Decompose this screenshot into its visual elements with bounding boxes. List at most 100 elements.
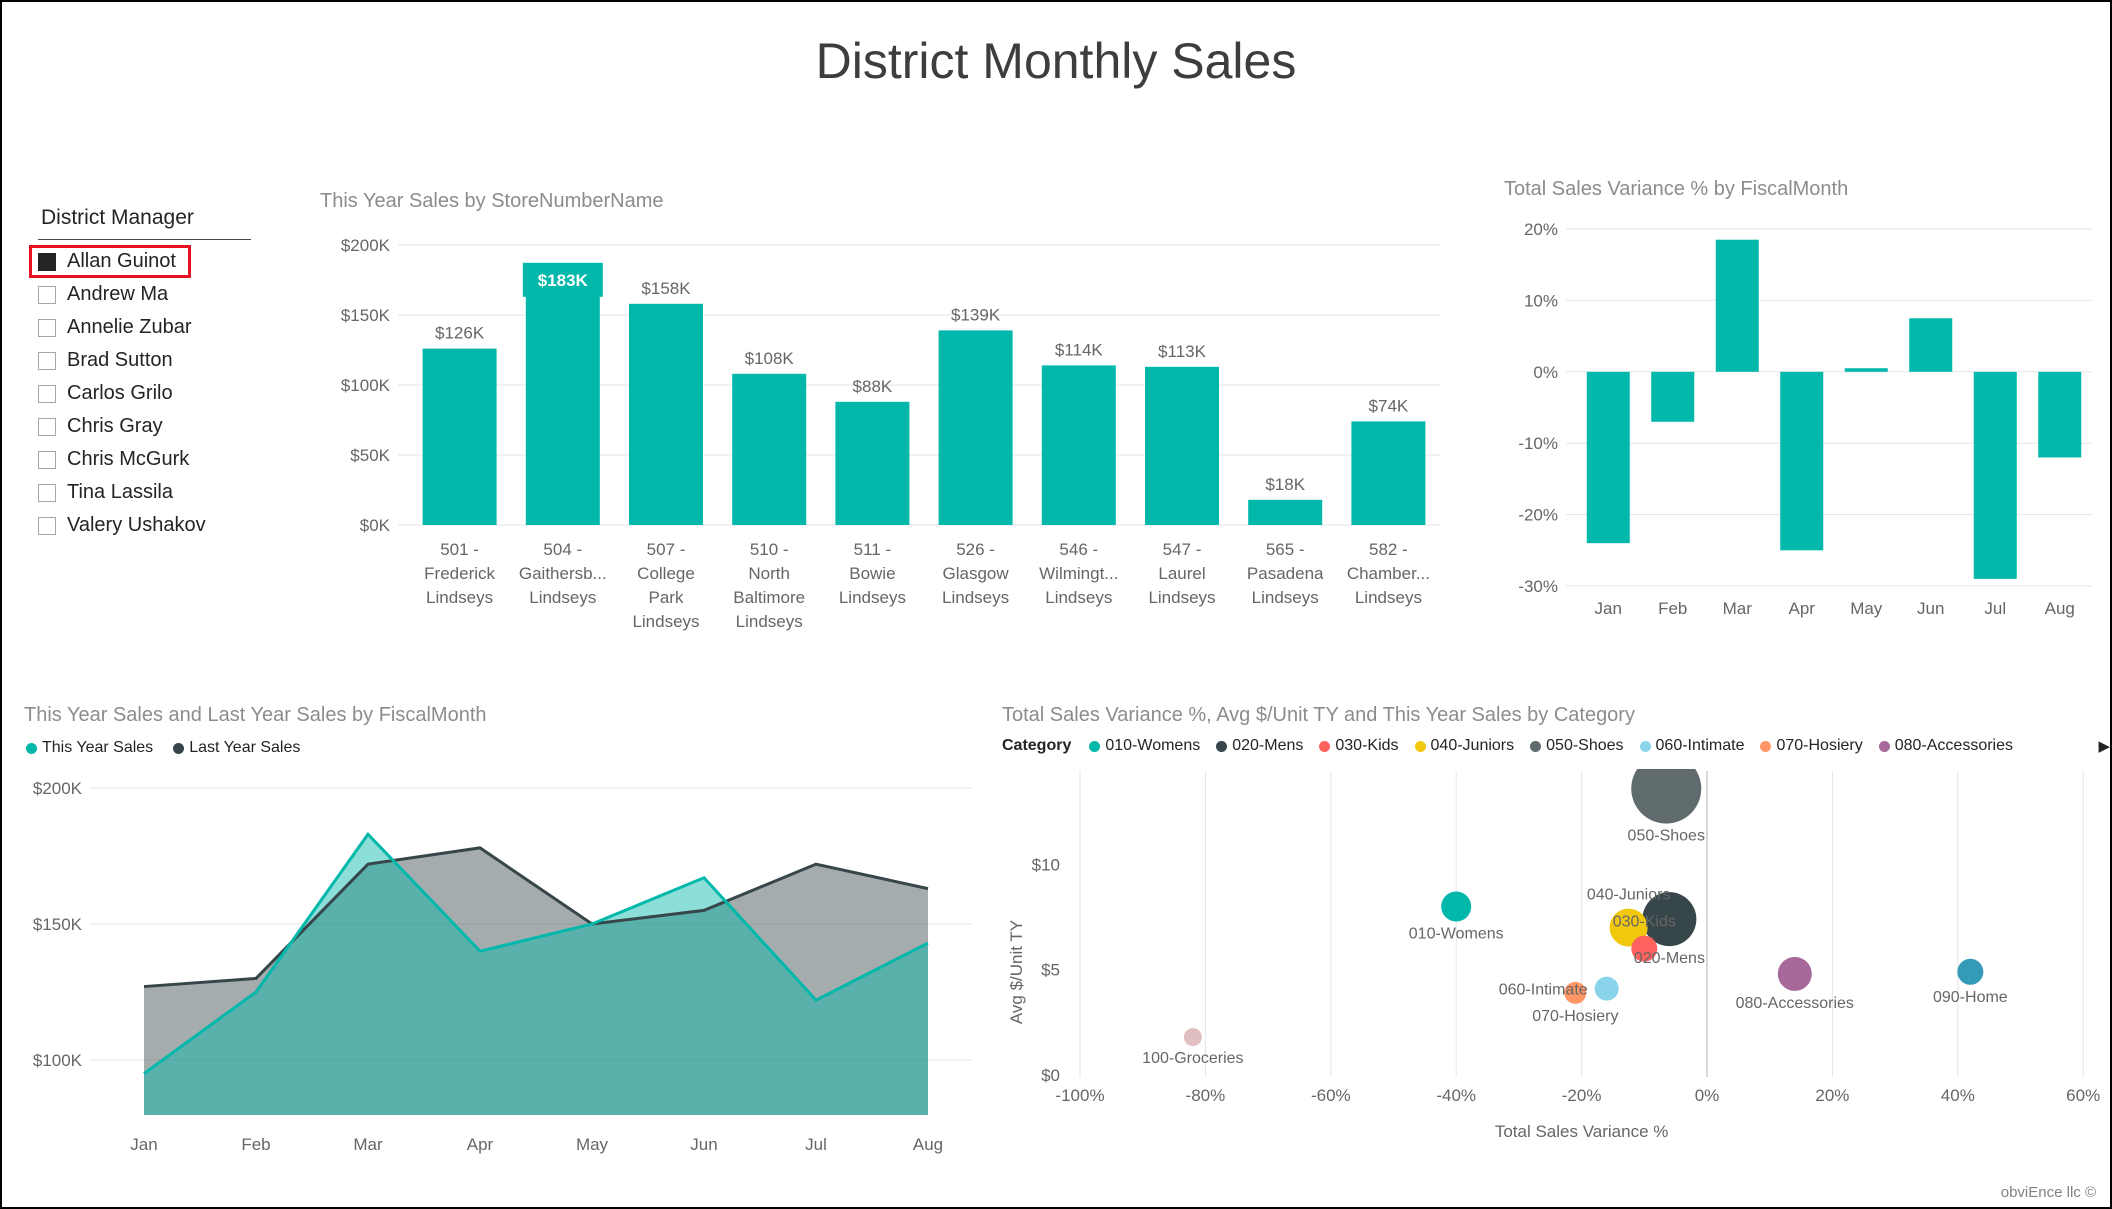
slicer-item-tina-lassila[interactable]: Tina Lassila xyxy=(29,476,188,509)
bar-store-507[interactable] xyxy=(629,303,703,525)
legend-item-060-intimate[interactable]: 060-Intimate xyxy=(1639,737,1744,755)
checkbox-checked[interactable] xyxy=(38,252,56,271)
area-legend: This Year Sales Last Year Sales xyxy=(24,739,990,757)
data-label: $183K xyxy=(538,271,589,290)
slicer-item-annelie-zubar[interactable]: Annelie Zubar xyxy=(29,311,207,344)
slicer-item-andrew-ma[interactable]: Andrew Ma xyxy=(29,278,183,311)
variance-svg: 20% 10% 0% -10% -20% -30% Jan Feb Mar Apr May Jun Ju… xyxy=(1518,220,2092,618)
bar-variance-jan[interactable] xyxy=(1586,371,1630,544)
bar-variance-may[interactable] xyxy=(1844,368,1888,372)
x-tick-label: North xyxy=(748,564,790,583)
x-tick-label: Apr xyxy=(1789,599,1816,618)
slicer-item-chris-gray[interactable]: Chris Gray xyxy=(29,410,178,443)
slicer-title: District Manager xyxy=(38,206,251,240)
bubble-100-groceries[interactable] xyxy=(1183,1028,1202,1047)
bubble-060-intimate[interactable] xyxy=(1594,976,1619,1001)
x-tick-label: Laurel xyxy=(1158,564,1205,583)
x-tick-label: Lindseys xyxy=(1252,588,1319,607)
bar-store-510[interactable] xyxy=(732,373,807,525)
chart-sales-by-fiscalmonth: This Year Sales and Last Year Sales by F… xyxy=(24,704,990,1165)
legend-item-080-accessories[interactable]: 080-Accessories xyxy=(1878,737,2013,755)
checkbox-unchecked[interactable] xyxy=(38,516,56,535)
legend-scroll-right-icon[interactable]: ▶ xyxy=(2098,738,2110,755)
bar-store-526[interactable] xyxy=(938,330,1013,525)
line-this-year-sales[interactable] xyxy=(143,831,929,1075)
y-tick-label: $100K xyxy=(33,1051,83,1070)
y-tick-label: $150K xyxy=(341,306,391,325)
legend-item-010-womens[interactable]: 010-Womens xyxy=(1089,737,1200,755)
x-tick-label: Aug xyxy=(913,1135,943,1154)
x-tick-label: Lindseys xyxy=(529,588,596,607)
bubble-label-030-kids: 030-Kids xyxy=(1613,914,1676,931)
bubble-040-juniors[interactable] xyxy=(1609,908,1648,947)
line-last-year-sales[interactable] xyxy=(143,846,929,989)
bubble-020-mens[interactable] xyxy=(1642,892,1697,947)
legend-item-030-kids[interactable]: 030-Kids xyxy=(1319,737,1399,755)
x-tick-label: Lindseys xyxy=(632,612,699,631)
slicer-item-label: Annelie Zubar xyxy=(67,316,192,338)
x-tick-label: Feb xyxy=(241,1135,270,1154)
x-tick-label: Jun xyxy=(690,1135,717,1154)
checkbox-unchecked[interactable] xyxy=(38,417,56,436)
bar-store-582[interactable] xyxy=(1351,421,1426,525)
bar-variance-feb[interactable] xyxy=(1651,371,1695,422)
y-tick-label: 20% xyxy=(1524,220,1558,239)
legend-item-050-shoes[interactable]: 050-Shoes xyxy=(1530,737,1624,755)
bar-variance-jul[interactable] xyxy=(1973,371,2017,579)
area-last-year-sales[interactable] xyxy=(144,847,928,1115)
legend-item-020-mens[interactable]: 020-Mens xyxy=(1216,737,1303,755)
checkbox-unchecked[interactable] xyxy=(38,483,56,502)
legend-item-070-hosiery[interactable]: 070-Hosiery xyxy=(1760,737,1863,755)
checkbox-unchecked[interactable] xyxy=(38,450,56,469)
chart-title-scatter: Total Sales Variance %, Avg $/Unit TY an… xyxy=(1002,704,1635,726)
x-tick-label: Mar xyxy=(1723,599,1753,618)
bubble-080-accessories[interactable] xyxy=(1777,956,1812,991)
legend-item-this-year-sales[interactable]: This Year Sales xyxy=(26,739,153,757)
bar-store-547[interactable] xyxy=(1145,366,1219,525)
bar-variance-mar[interactable] xyxy=(1715,239,1759,372)
legend-item-last-year-sales[interactable]: Last Year Sales xyxy=(173,739,300,757)
x-tick-label: Lindseys xyxy=(839,588,906,607)
slicer-item-carlos-grilo[interactable]: Carlos Grilo xyxy=(29,377,188,410)
x-tick-label: Bowie xyxy=(849,564,895,583)
y-tick-label: $0 xyxy=(1041,1066,1060,1085)
bar-store-504[interactable] xyxy=(525,268,600,525)
slicer-item-chris-mcgurk[interactable]: Chris McGurk xyxy=(29,443,204,476)
bar-variance-apr[interactable] xyxy=(1780,371,1824,551)
x-tick-label: Chamber... xyxy=(1347,564,1430,583)
legend-dot xyxy=(1319,740,1331,752)
bar-variance-jun[interactable] xyxy=(1909,318,1953,372)
bar-variance-aug[interactable] xyxy=(2038,371,2082,458)
chart-category-bubbles: Total Sales Variance %, Avg $/Unit TY an… xyxy=(1002,704,2110,1160)
bar-store-565[interactable] xyxy=(1248,499,1323,525)
bubble-090-home[interactable] xyxy=(1957,958,1984,985)
checkbox-unchecked[interactable] xyxy=(38,384,56,403)
data-label: $139K xyxy=(951,305,1001,324)
bubble-label-100-groceries: 100-Groceries xyxy=(1142,1050,1243,1067)
chart-total-sales-variance: Total Sales Variance % by FiscalMonth 20… xyxy=(1504,178,2110,631)
bubble-050-shoes[interactable] xyxy=(1631,765,1702,824)
bar-store-501[interactable] xyxy=(422,348,497,525)
checkbox-unchecked[interactable] xyxy=(38,285,56,304)
area-this-year-sales[interactable] xyxy=(144,834,928,1115)
bubble-070-hosiery[interactable] xyxy=(1564,981,1587,1004)
bubble-030-kids[interactable] xyxy=(1631,935,1658,962)
checkbox-unchecked[interactable] xyxy=(38,318,56,337)
slicer-item-allan-guinot[interactable]: Allan Guinot xyxy=(29,245,191,278)
legend-item-040-juniors[interactable]: 040-Juniors xyxy=(1414,737,1514,755)
bar-store-511[interactable] xyxy=(835,401,910,525)
y-tick-label: -20% xyxy=(1518,506,1558,525)
legend-label: Last Year Sales xyxy=(189,739,301,756)
bubble-010-womens[interactable] xyxy=(1441,891,1472,922)
slicer-item-valery-ushakov[interactable]: Valery Ushakov xyxy=(29,509,221,542)
x-tick-label: Glasgow xyxy=(943,564,1010,583)
checkbox-unchecked[interactable] xyxy=(38,351,56,370)
slicer-item-brad-sutton[interactable]: Brad Sutton xyxy=(29,344,188,377)
legend-dot xyxy=(1216,740,1228,752)
legend-title: Category xyxy=(1002,737,1072,754)
x-tick-label: 546 - xyxy=(1059,540,1098,559)
y-tick-label: $0K xyxy=(360,516,391,535)
x-tick-label: -40% xyxy=(1436,1086,1476,1105)
legend-dot xyxy=(1760,740,1772,752)
bar-store-546[interactable] xyxy=(1041,365,1116,525)
